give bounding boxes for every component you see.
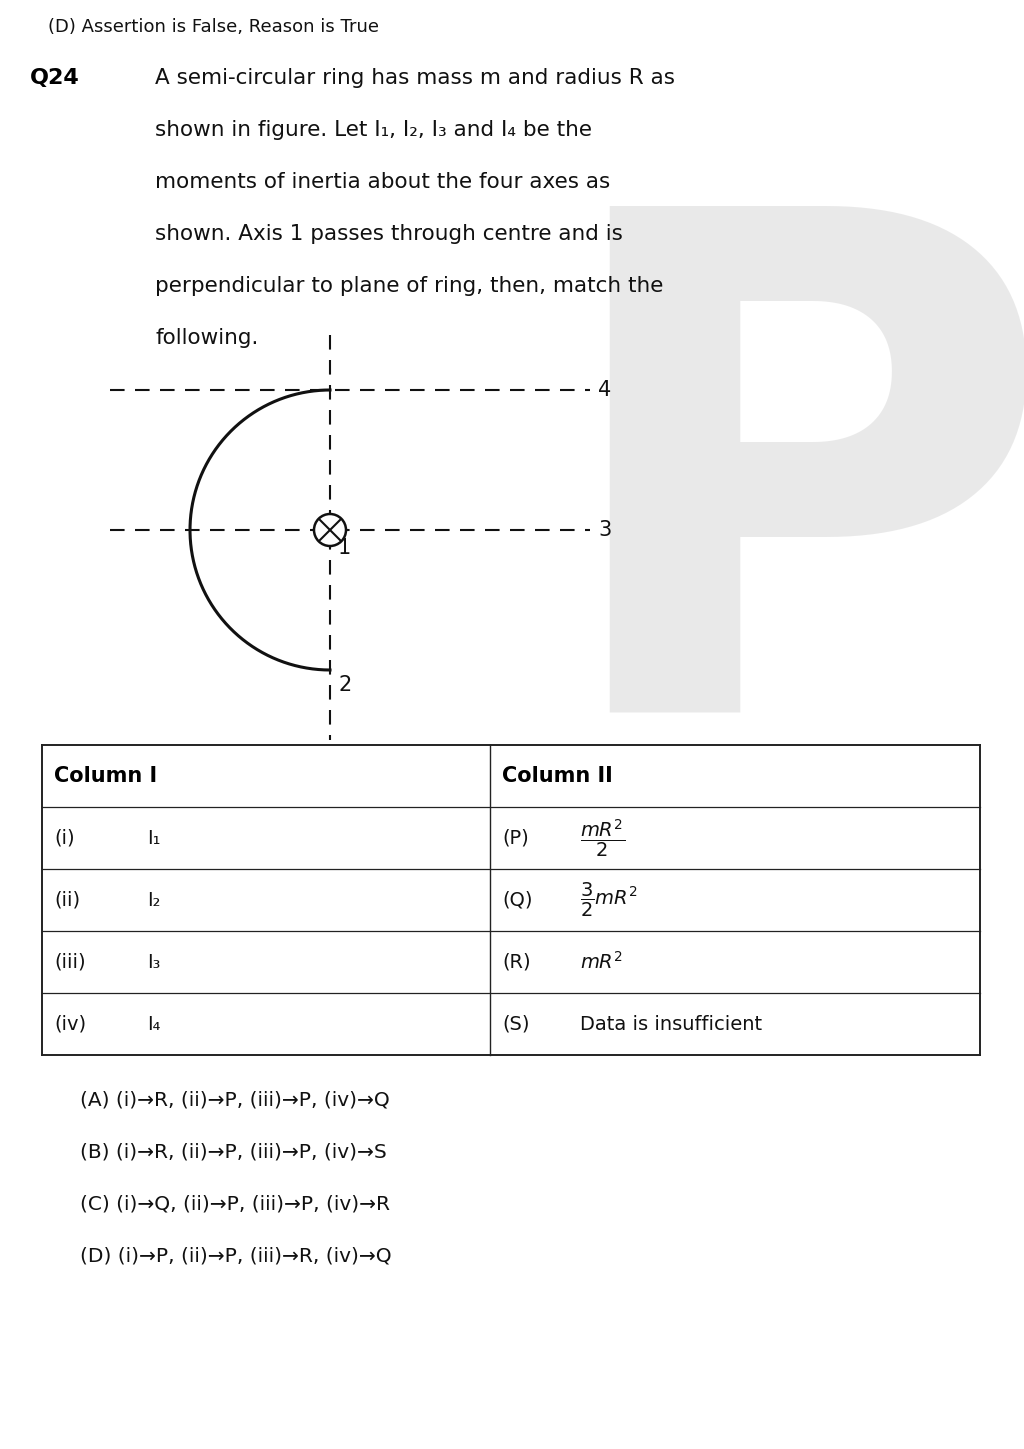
Text: perpendicular to plane of ring, then, match the: perpendicular to plane of ring, then, ma… xyxy=(155,275,664,296)
Text: (iii): (iii) xyxy=(54,952,86,971)
Text: Column II: Column II xyxy=(502,767,612,785)
Text: I₂: I₂ xyxy=(147,891,161,910)
Text: shown in figure. Let I₁, I₂, I₃ and I₄ be the: shown in figure. Let I₁, I₂, I₃ and I₄ b… xyxy=(155,120,592,141)
Text: shown. Axis 1 passes through centre and is: shown. Axis 1 passes through centre and … xyxy=(155,225,623,243)
Text: (ii): (ii) xyxy=(54,891,80,910)
Text: I₄: I₄ xyxy=(147,1014,161,1033)
Text: (D) Assertion is False, Reason is True: (D) Assertion is False, Reason is True xyxy=(48,17,379,36)
Text: (D) (i)→P, (ii)→P, (iii)→R, (iv)→Q: (D) (i)→P, (ii)→P, (iii)→R, (iv)→Q xyxy=(80,1246,391,1265)
Text: Q24: Q24 xyxy=(30,68,80,88)
Text: 4: 4 xyxy=(598,380,611,400)
Text: Data is insufficient: Data is insufficient xyxy=(580,1014,762,1033)
Text: (iv): (iv) xyxy=(54,1014,86,1033)
Text: $\dfrac{3}{2}mR^2$: $\dfrac{3}{2}mR^2$ xyxy=(580,881,638,919)
Text: 2: 2 xyxy=(338,675,351,696)
Text: moments of inertia about the four axes as: moments of inertia about the four axes a… xyxy=(155,172,610,193)
Text: Column I: Column I xyxy=(54,767,157,785)
Text: (C) (i)→Q, (ii)→P, (iii)→P, (iv)→R: (C) (i)→Q, (ii)→P, (iii)→P, (iv)→R xyxy=(80,1194,390,1213)
Text: (S): (S) xyxy=(502,1014,529,1033)
Text: I₃: I₃ xyxy=(147,952,161,971)
Text: I₁: I₁ xyxy=(147,829,161,848)
Text: (i): (i) xyxy=(54,829,75,848)
Text: A semi-circular ring has mass m and radius R as: A semi-circular ring has mass m and radi… xyxy=(155,68,675,88)
Circle shape xyxy=(314,514,346,546)
Text: (P): (P) xyxy=(502,829,528,848)
Text: P: P xyxy=(546,184,1024,856)
Text: (A) (i)→R, (ii)→P, (iii)→P, (iv)→Q: (A) (i)→R, (ii)→P, (iii)→P, (iv)→Q xyxy=(80,1090,390,1108)
Text: following.: following. xyxy=(155,327,258,348)
Text: (B) (i)→R, (ii)→P, (iii)→P, (iv)→S: (B) (i)→R, (ii)→P, (iii)→P, (iv)→S xyxy=(80,1142,387,1161)
Text: $mR^2$: $mR^2$ xyxy=(580,951,624,972)
Text: (Q): (Q) xyxy=(502,891,532,910)
Text: 3: 3 xyxy=(598,520,611,540)
Text: $\dfrac{mR^2}{2}$: $\dfrac{mR^2}{2}$ xyxy=(580,817,625,859)
Text: (R): (R) xyxy=(502,952,530,971)
Text: 1: 1 xyxy=(338,538,351,558)
